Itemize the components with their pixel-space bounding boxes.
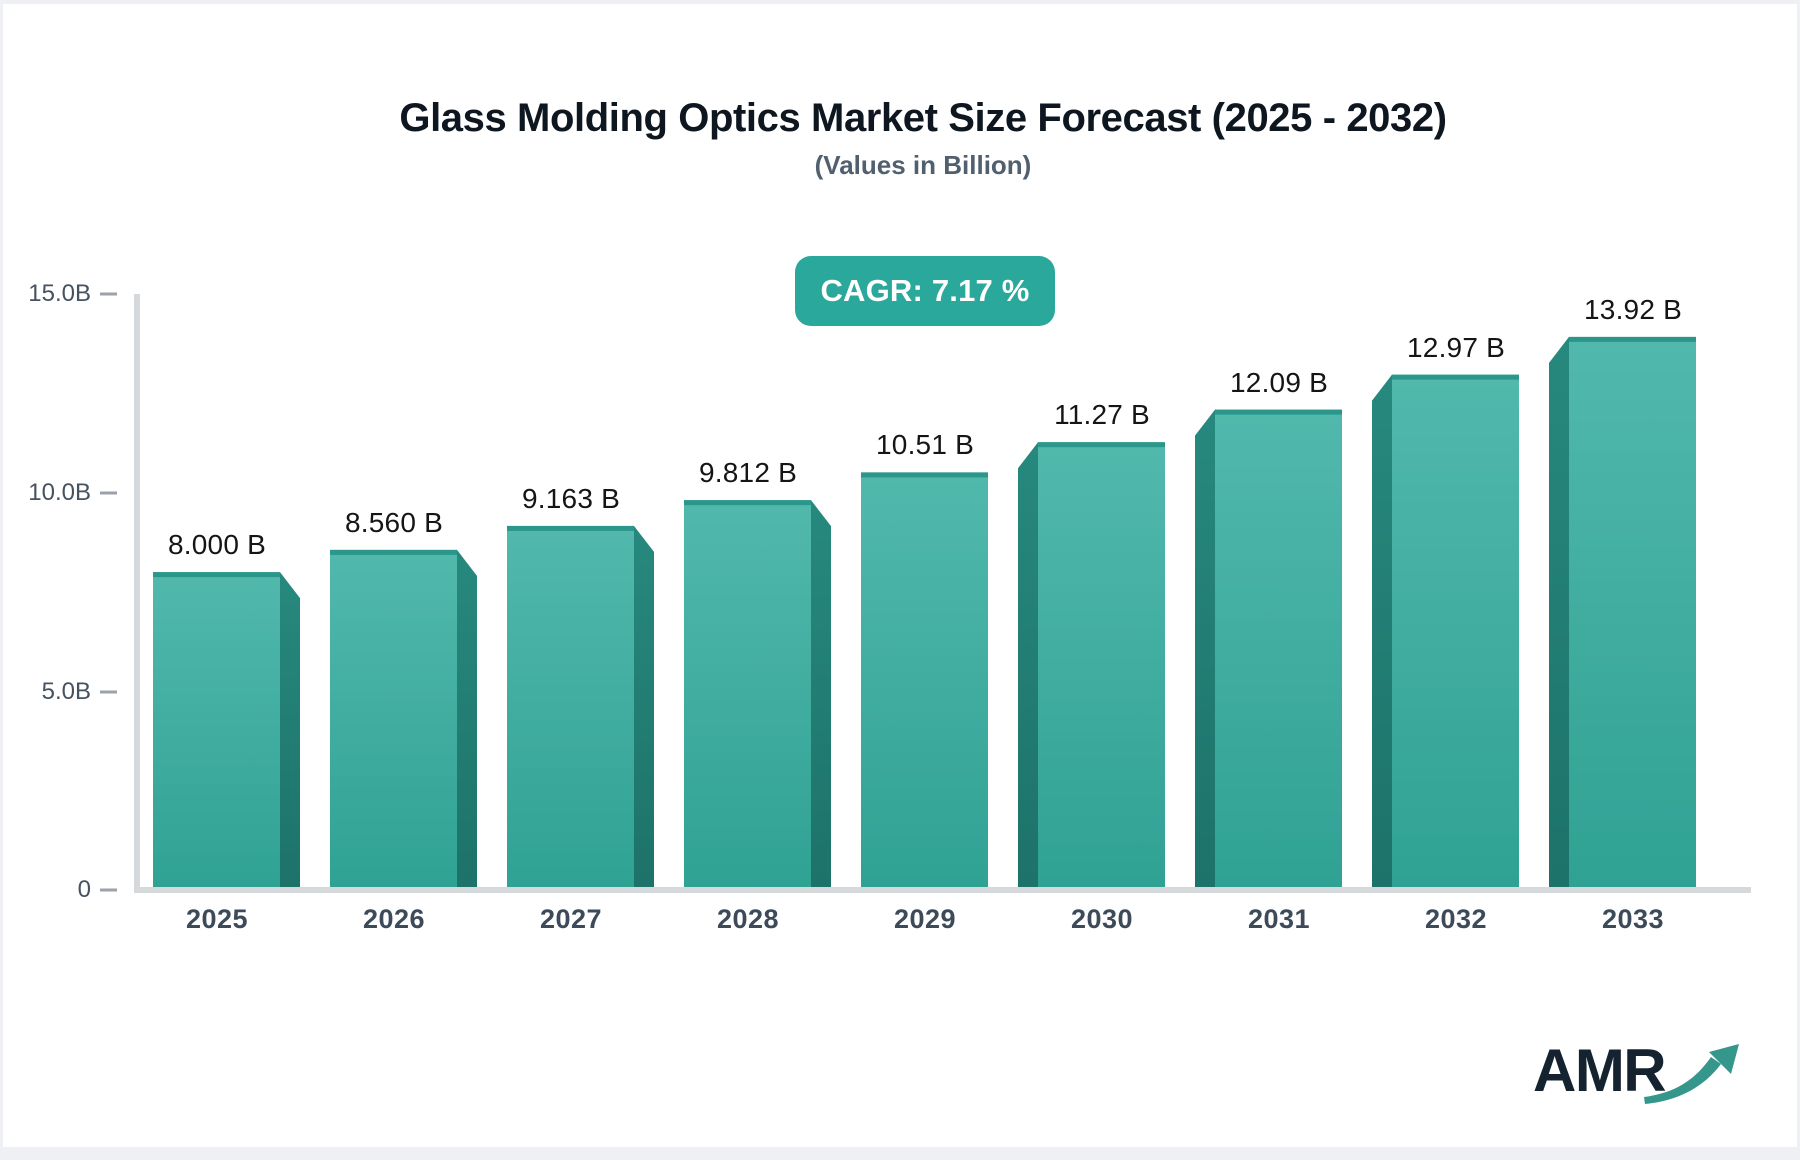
x-tick-label: 2025 — [127, 904, 307, 935]
x-tick-label: 2031 — [1189, 904, 1369, 935]
x-tick-label: 2029 — [835, 904, 1015, 935]
bar-front-face — [684, 500, 811, 890]
y-tick-label-15: 15.0B — [5, 280, 91, 308]
growth-arrow-icon — [1641, 1038, 1751, 1116]
bar-2033 — [1549, 337, 1696, 890]
bar-side-face — [1372, 375, 1392, 890]
bar-top-edge — [1569, 337, 1696, 342]
bar-side-face — [1018, 442, 1038, 890]
bar-front-face — [153, 572, 280, 890]
bar-side-face — [1549, 337, 1569, 890]
chart-card: Glass Molding Optics Market Size Forecas… — [3, 4, 1797, 1147]
bar-2029 — [861, 472, 988, 890]
bar-value-label: 8.000 B — [127, 529, 307, 561]
y-tick-label-10: 10.0B — [5, 479, 91, 507]
bar-value-label: 13.92 B — [1543, 294, 1723, 326]
bar-top-edge — [330, 550, 457, 555]
bar-side-face — [634, 526, 654, 890]
bar-2032 — [1372, 375, 1519, 890]
y-tick-label-0: 0 — [5, 876, 91, 904]
bar-2028 — [684, 500, 831, 890]
x-axis-line — [134, 887, 1751, 893]
bar-value-label: 12.97 B — [1366, 332, 1546, 364]
bar-top-edge — [507, 526, 634, 531]
bar-2027 — [507, 526, 654, 890]
bar-top-edge — [684, 500, 811, 505]
bar-front-face — [507, 526, 634, 890]
bar-top-edge — [1038, 442, 1165, 447]
y-tick-label-5: 5.0B — [5, 678, 91, 706]
bar-2025 — [153, 572, 300, 890]
y-axis-line — [134, 294, 140, 893]
bar-front-face — [861, 472, 988, 890]
bar-front-face — [1569, 337, 1696, 890]
bar-value-label: 12.09 B — [1189, 367, 1369, 399]
bar-value-label: 9.812 B — [658, 457, 838, 489]
x-tick-label: 2027 — [481, 904, 661, 935]
x-tick-label: 2028 — [658, 904, 838, 935]
bar-chart-canvas — [3, 4, 1800, 1160]
x-tick-label: 2033 — [1543, 904, 1723, 935]
bar-2026 — [330, 550, 477, 890]
bar-value-label: 11.27 B — [1012, 399, 1192, 431]
bar-value-label: 9.163 B — [481, 483, 661, 515]
bar-top-edge — [861, 472, 988, 477]
bar-side-face — [457, 550, 477, 890]
x-tick-label: 2026 — [304, 904, 484, 935]
bar-front-face — [330, 550, 457, 890]
bar-2031 — [1195, 410, 1342, 890]
amr-logo: AMR — [1523, 1036, 1753, 1116]
bar-side-face — [280, 572, 300, 890]
bar-side-face — [811, 500, 831, 890]
bar-value-label: 8.560 B — [304, 507, 484, 539]
bar-front-face — [1038, 442, 1165, 890]
x-tick-label: 2030 — [1012, 904, 1192, 935]
bar-front-face — [1392, 375, 1519, 890]
bar-2030 — [1018, 442, 1165, 890]
bars-group — [153, 337, 1696, 890]
bar-top-edge — [153, 572, 280, 577]
bar-side-face — [1195, 410, 1215, 890]
x-tick-label: 2032 — [1366, 904, 1546, 935]
bar-top-edge — [1215, 410, 1342, 415]
bar-value-label: 10.51 B — [835, 429, 1015, 461]
bar-front-face — [1215, 410, 1342, 890]
y-axis-ticks — [100, 293, 117, 892]
bar-top-edge — [1392, 375, 1519, 380]
